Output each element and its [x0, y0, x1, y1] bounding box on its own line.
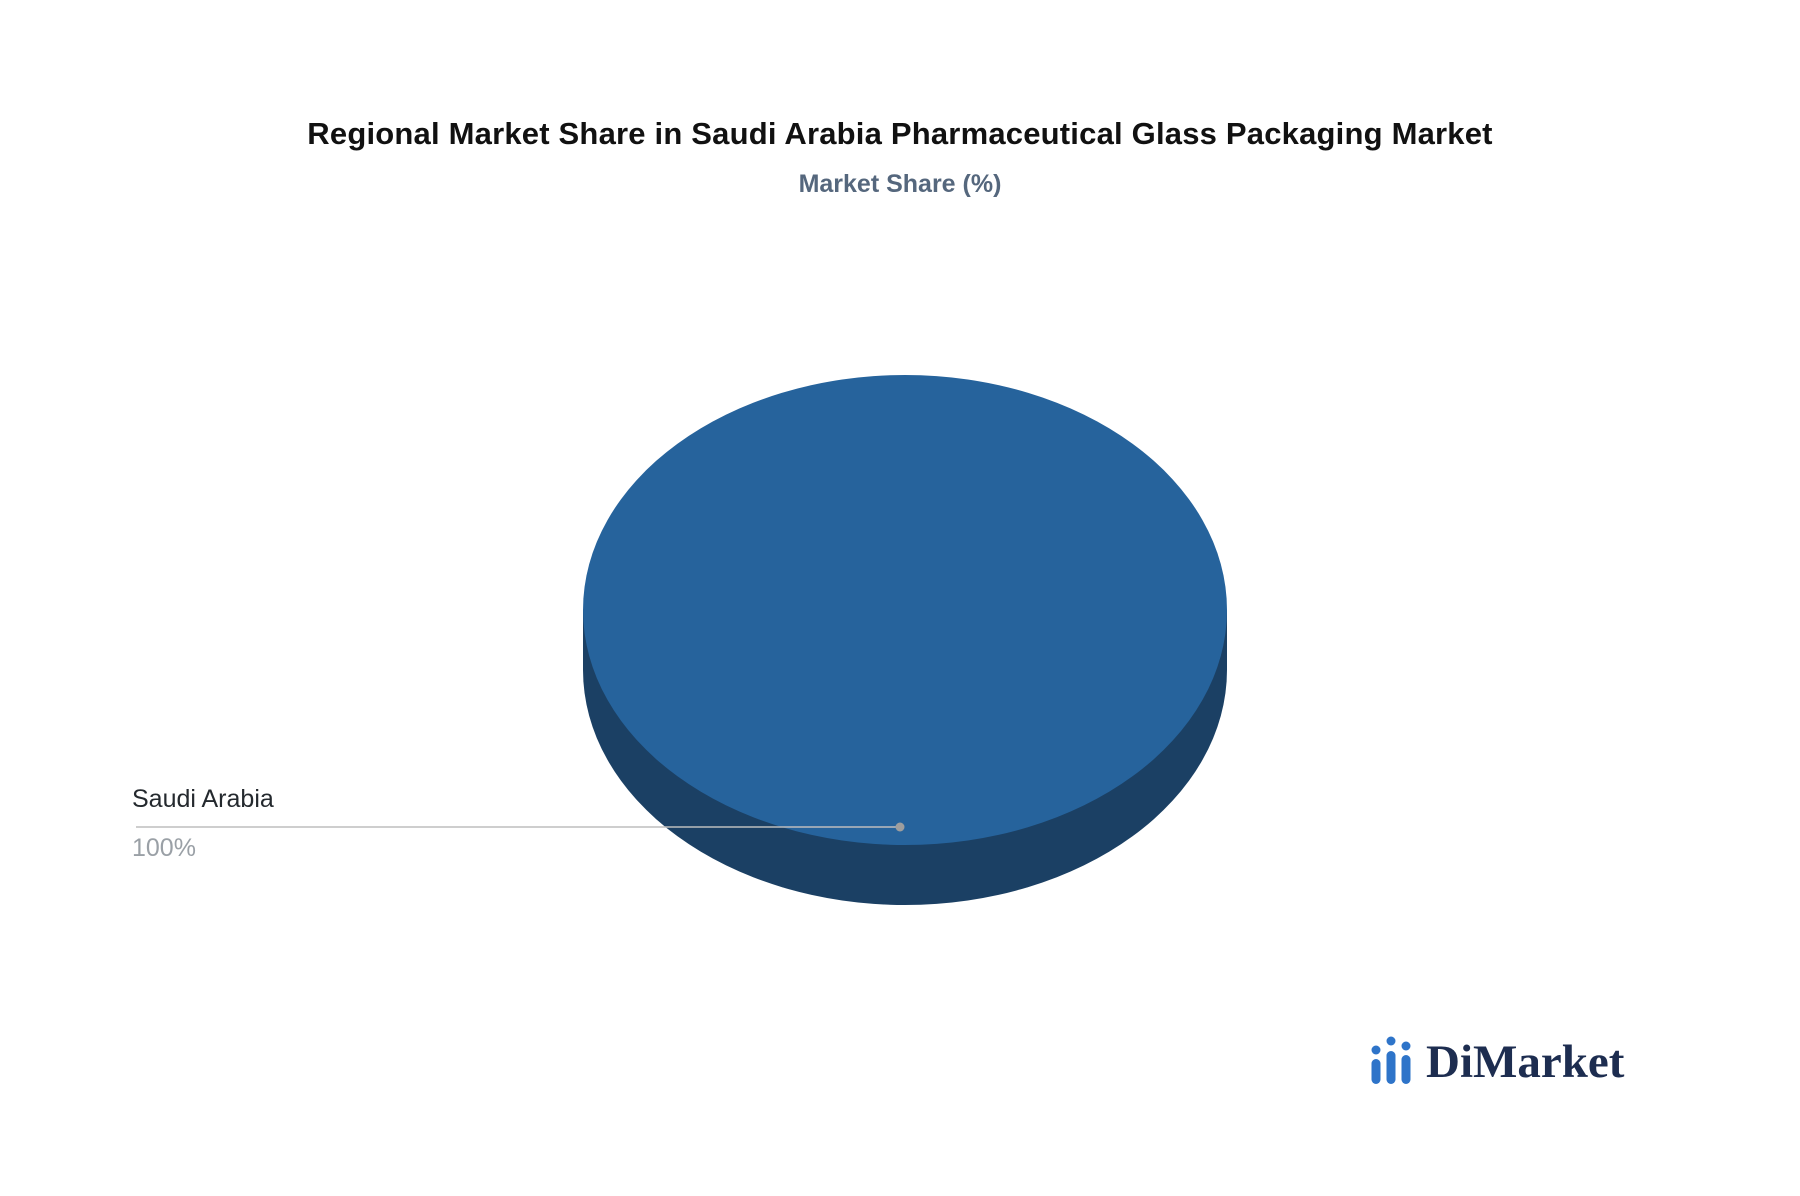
- pie-slice-saudi-arabia[interactable]: [583, 375, 1227, 845]
- slice-label-value: 100%: [132, 834, 196, 862]
- chart-subtitle: Market Share (%): [798, 170, 1002, 198]
- brand-name: DiMarket: [1426, 1036, 1625, 1088]
- slice-label-name: Saudi Arabia: [132, 785, 274, 813]
- datalabel-connector-dot: [895, 822, 905, 832]
- chart-title: Regional Market Share in Saudi Arabia Ph…: [307, 116, 1493, 151]
- bar-chart-dots-icon: [1371, 1036, 1411, 1084]
- dimarket-logo: DiMarket: [1368, 1032, 1624, 1086]
